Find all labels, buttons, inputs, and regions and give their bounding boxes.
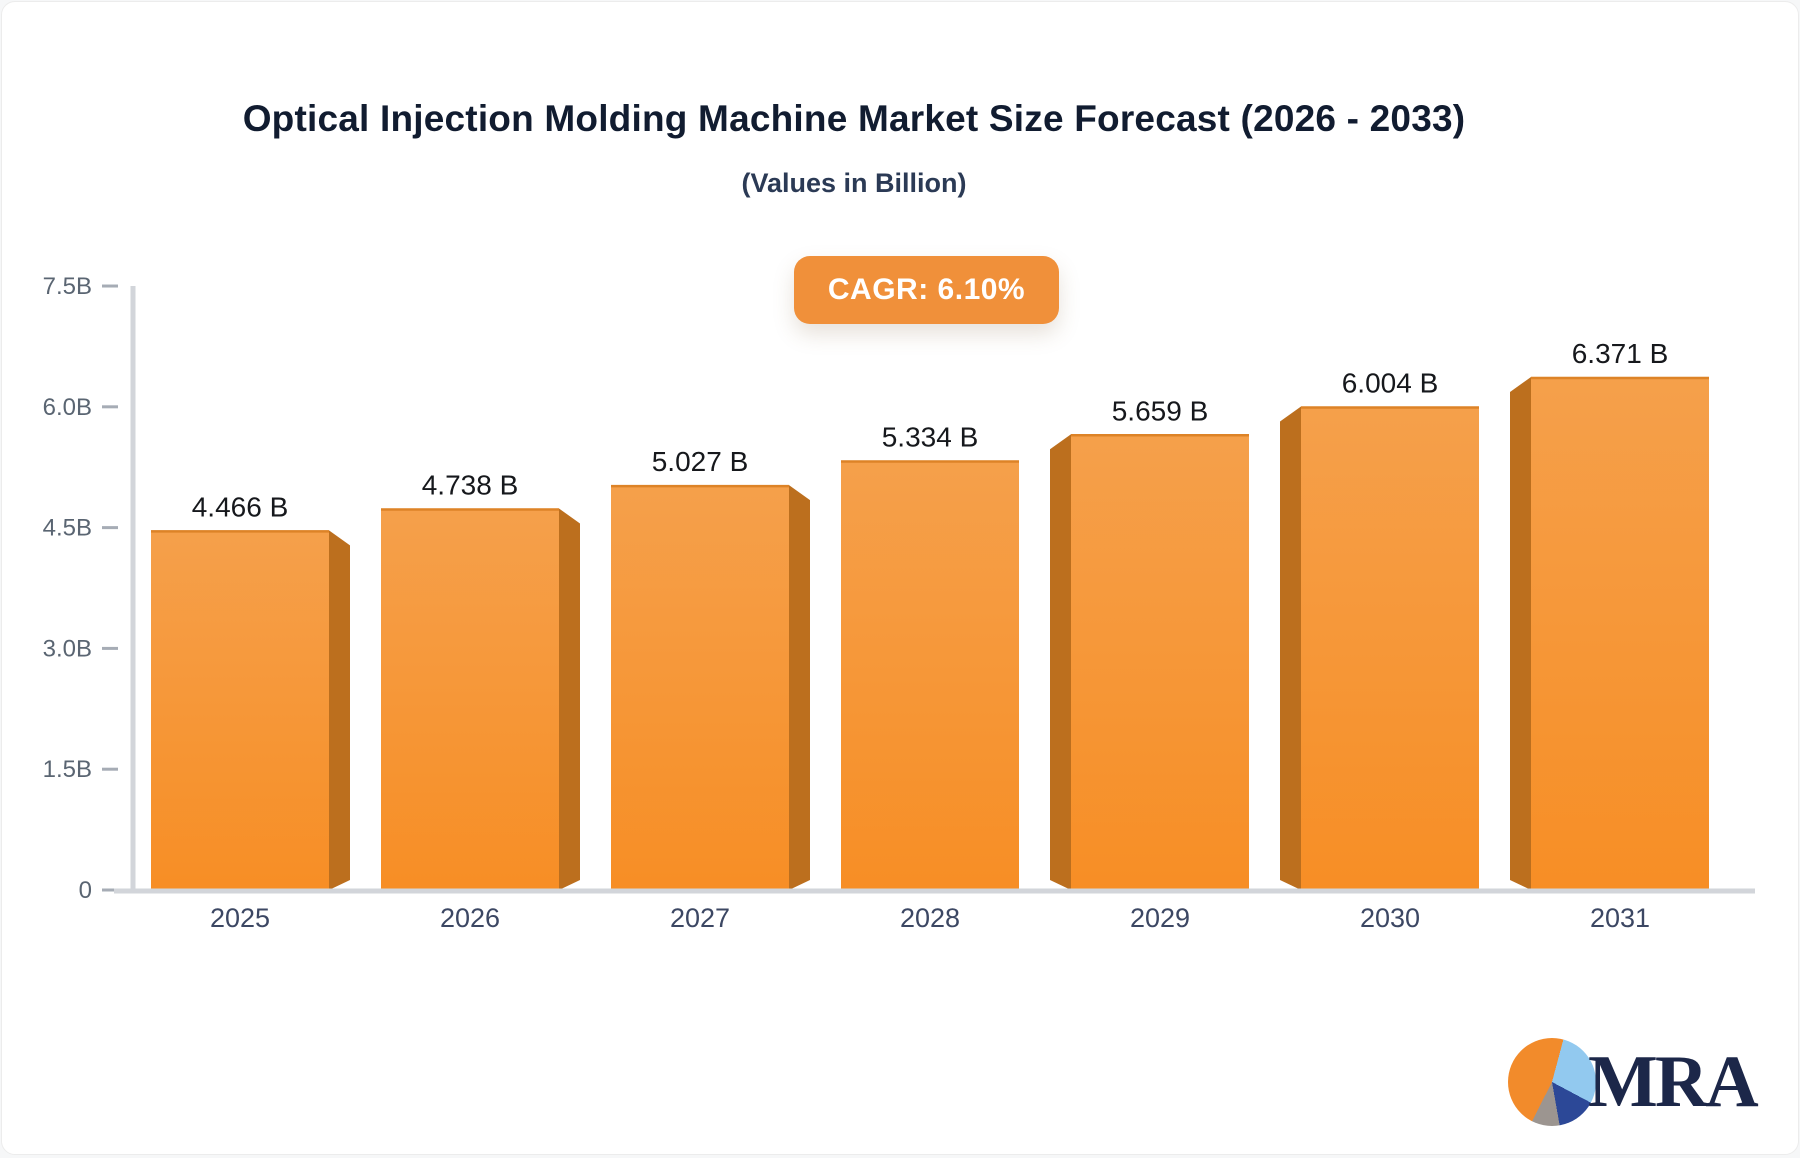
bar-2026 [381, 508, 559, 890]
x-axis-label: 2030 [1360, 903, 1420, 933]
bar-2025 [151, 530, 329, 890]
axis-layer: 0 1.5B 3.0B 4.5B 6.0B 7.5B [43, 273, 1755, 904]
chart-subtitle: (Values in Billion) [741, 168, 967, 198]
brand-logo: MRA [1508, 1038, 1759, 1126]
bar-value-label: 6.371 B [1572, 338, 1669, 369]
bar-2029 [1071, 434, 1249, 890]
x-axis-label: 2027 [670, 903, 730, 933]
y-tick-label: 6.0B [43, 394, 92, 421]
cagr-badge: CAGR: 6.10% [794, 256, 1059, 324]
x-axis-label: 2026 [440, 903, 500, 933]
x-axis-label: 2029 [1130, 903, 1190, 933]
chart-title: Optical Injection Molding Machine Market… [242, 98, 1466, 139]
bars-layer [151, 376, 1709, 890]
bar-side-2026 [559, 508, 580, 890]
y-tick-label: 7.5B [43, 273, 92, 300]
bar-side-2027 [789, 485, 810, 890]
bar-side-2029 [1050, 434, 1071, 890]
x-axis-label: 2025 [210, 903, 270, 933]
bar-2027 [611, 485, 789, 890]
labels-layer: 4.466 B 2025 4.738 B 2026 5.027 B 2027 5.334 B… [192, 338, 1669, 933]
bar-2028 [841, 460, 1019, 890]
bar-side-2031 [1510, 376, 1531, 890]
brand-logo-text: MRA [1588, 1041, 1759, 1123]
x-axis-label: 2031 [1590, 903, 1650, 933]
y-tick-label: 4.5B [43, 515, 92, 542]
bar-2031 [1531, 376, 1709, 890]
cagr-badge-label: CAGR: 6.10% [827, 273, 1026, 306]
y-tick-label: 3.0B [43, 635, 92, 662]
bar-value-label: 5.334 B [882, 421, 979, 452]
bar-2030 [1301, 406, 1479, 890]
pie-chart-logo-icon [1508, 1038, 1596, 1126]
x-axis-label: 2028 [900, 903, 960, 933]
bar-side-2030 [1280, 406, 1301, 890]
bar-value-label: 4.466 B [192, 491, 289, 522]
bar-value-label: 5.659 B [1112, 395, 1209, 426]
bar-value-label: 5.027 B [652, 446, 749, 477]
bar-value-label: 6.004 B [1342, 367, 1439, 398]
bar-side-2025 [329, 530, 350, 890]
y-tick-label: 0 [79, 877, 92, 904]
y-tick-label: 1.5B [43, 756, 92, 783]
bar-value-label: 4.738 B [422, 469, 519, 500]
